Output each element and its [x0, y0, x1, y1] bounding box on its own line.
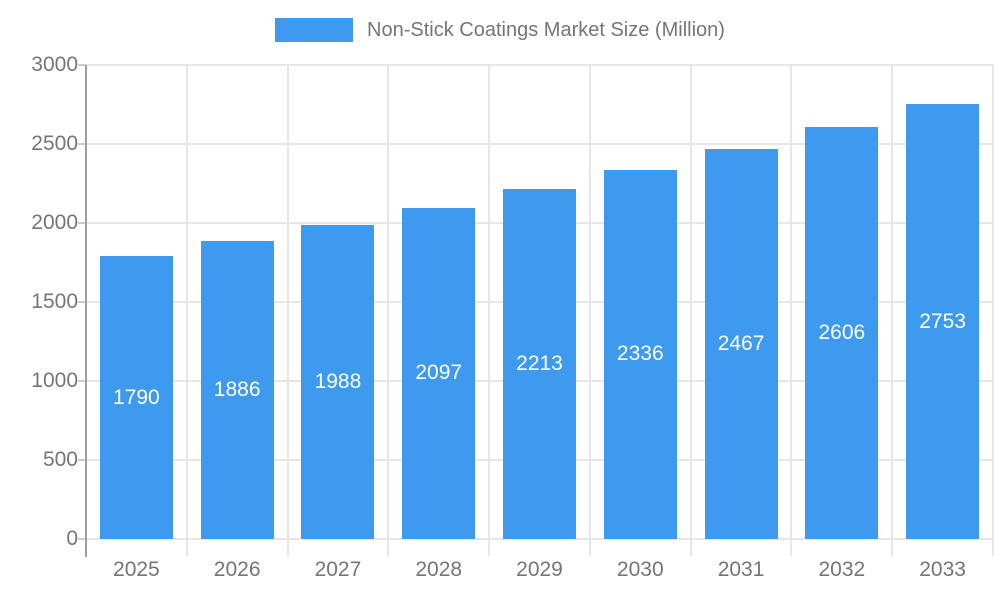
y-tick-mark-3000: [78, 64, 86, 66]
x-tick-label-2027: 2027: [314, 558, 362, 581]
gridline-y-0: [86, 538, 993, 540]
x-tick-mark-2: [286, 539, 289, 556]
gridline-y-3000: [86, 64, 993, 66]
x-tick-label-2032: 2032: [818, 558, 866, 581]
bar-value-label-2032: 2606: [818, 321, 866, 345]
gridline-y-2500: [86, 143, 993, 145]
bar-value-label-2026: 1886: [213, 378, 261, 401]
y-tick-mark-500: [78, 459, 86, 461]
bar-2032[interactable]: 2606: [805, 127, 879, 539]
bar-value-label-2033: 2753: [919, 309, 966, 333]
bar-value-label-2029: 2213: [516, 352, 563, 376]
x-tick-mark-4: [488, 539, 491, 556]
y-tick-label-500: 500: [42, 448, 78, 471]
y-tick-label-2500: 2500: [31, 132, 78, 155]
gridline-x-6: [689, 65, 692, 539]
bar-value-label-2031: 2467: [717, 332, 765, 356]
y-tick-mark-0: [78, 538, 86, 540]
bar-2033[interactable]: 2753: [906, 104, 980, 539]
x-tick-label-2031: 2031: [717, 558, 765, 581]
legend-swatch: [275, 18, 354, 42]
gridline-x-3: [387, 65, 390, 539]
x-tick-mark-8: [891, 539, 894, 556]
gridline-x-7: [790, 65, 793, 539]
y-tick-label-1000: 1000: [31, 369, 78, 392]
x-tick-mark-1: [185, 539, 188, 556]
bar-value-label-2028: 2097: [415, 361, 463, 385]
y-tick-mark-2500: [78, 143, 86, 145]
y-tick-label-2000: 2000: [31, 211, 78, 234]
bar-2029[interactable]: 2213: [503, 189, 576, 539]
bar-2026[interactable]: 1886: [200, 241, 274, 539]
bar-2028[interactable]: 2097: [402, 207, 476, 539]
y-tick-label-3000: 3000: [31, 53, 78, 76]
x-tick-label-2029: 2029: [516, 558, 563, 581]
x-tick-label-2028: 2028: [415, 558, 463, 581]
y-axis-line: [85, 65, 87, 557]
y-tick-label-0: 0: [66, 527, 78, 550]
legend-label: Non-Stick Coatings Market Size (Million): [367, 18, 725, 41]
y-tick-mark-1500: [78, 301, 86, 303]
bar-value-label-2027: 1988: [314, 369, 362, 393]
plot-area: 1790 1886 1988 2097 2213 2336 2467 2606 2753: [86, 64, 994, 540]
y-tick-mark-1000: [78, 380, 86, 382]
gridline-x-1: [185, 65, 188, 539]
bar-value-label-2030: 2336: [616, 342, 664, 366]
bar-2031[interactable]: 2467: [704, 149, 778, 539]
x-tick-mark-5: [588, 539, 591, 556]
x-tick-mark-9: [992, 539, 994, 556]
gridline-x-4: [488, 65, 491, 539]
x-tick-label-2033: 2033: [919, 558, 966, 581]
y-tick-mark-2000: [78, 222, 86, 224]
x-tick-label-2025: 2025: [113, 558, 160, 581]
y-tick-label-1500: 1500: [31, 290, 78, 313]
x-tick-label-2030: 2030: [616, 558, 664, 581]
gridline-x-5: [588, 65, 591, 539]
gridline-x-8: [891, 65, 894, 539]
chart-legend: Non-Stick Coatings Market Size (Million): [0, 18, 1000, 42]
x-tick-mark-3: [387, 539, 390, 556]
x-tick-label-2026: 2026: [213, 558, 261, 581]
bar-2027[interactable]: 1988: [301, 224, 375, 539]
gridline-x-9: [992, 65, 994, 539]
bar-2030[interactable]: 2336: [603, 169, 677, 539]
bar-value-label-2025: 1790: [113, 385, 160, 409]
x-tick-mark-6: [689, 539, 692, 556]
gridline-x-2: [286, 65, 289, 539]
x-tick-mark-7: [790, 539, 793, 556]
bar-2025[interactable]: 1790: [99, 256, 173, 539]
